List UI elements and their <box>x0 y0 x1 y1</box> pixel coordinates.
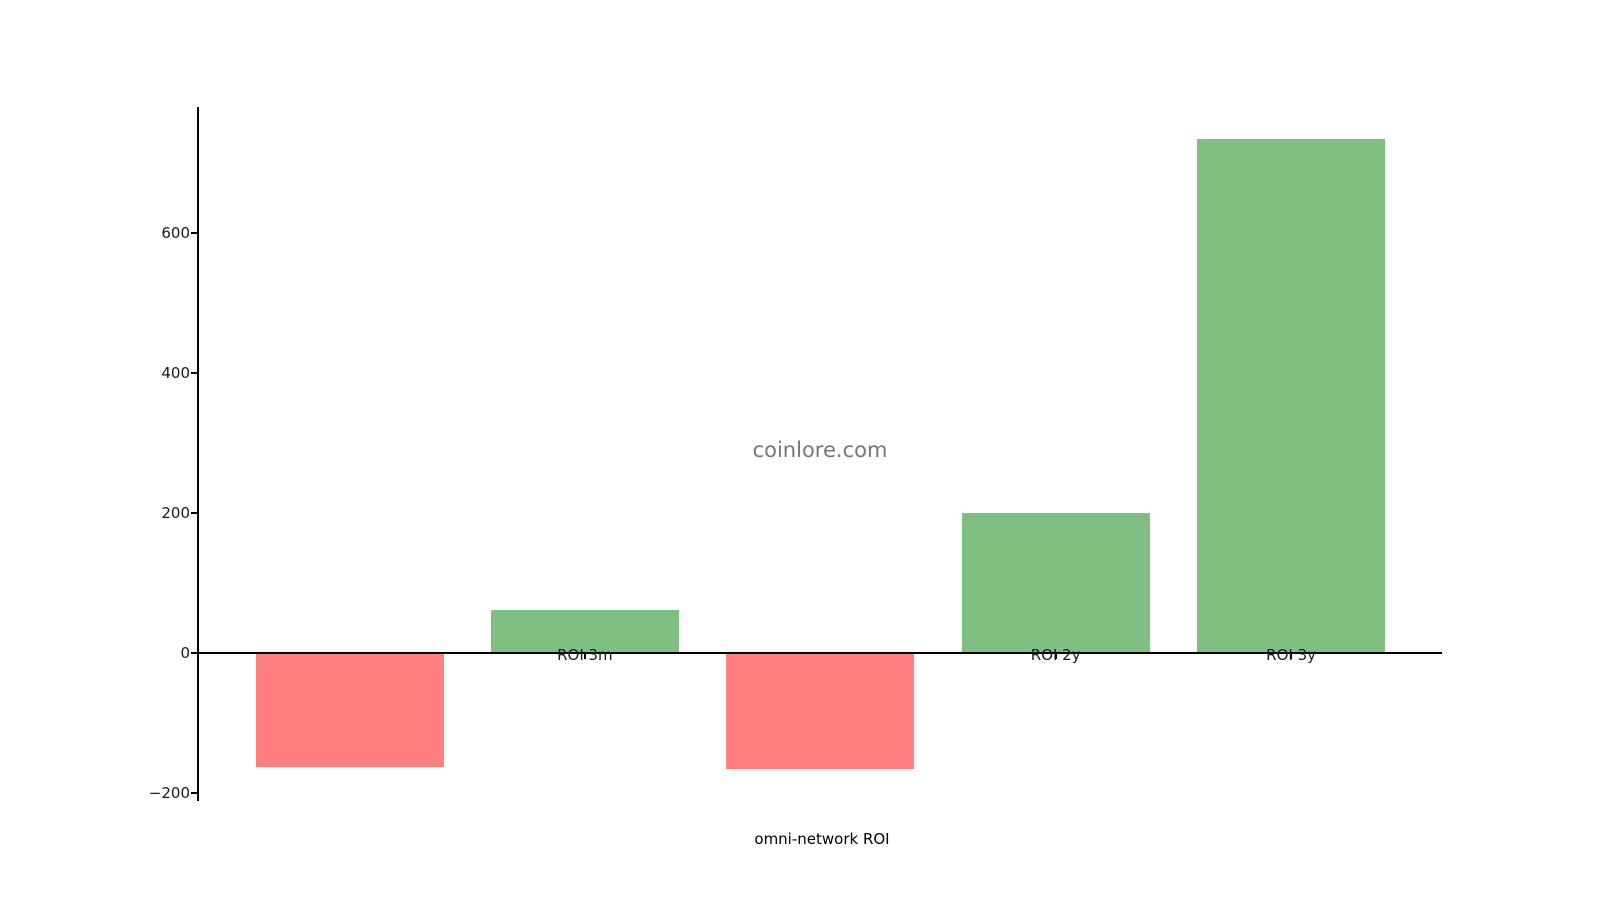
y-tick <box>191 371 197 374</box>
y-tick-label: 600 <box>161 223 190 242</box>
y-tick <box>191 511 197 514</box>
y-tick <box>191 231 197 234</box>
y-tick-label: −200 <box>148 783 190 802</box>
x-axis-line <box>197 651 1442 654</box>
watermark: coinlore.com <box>752 438 888 462</box>
bar-unlabeled-2 <box>726 652 915 769</box>
y-tick <box>191 651 197 654</box>
bar-unlabeled-0 <box>255 652 444 768</box>
y-tick <box>191 791 197 794</box>
y-tick-label: 200 <box>161 503 190 522</box>
x-tick-label: ROI 2y <box>1030 646 1081 664</box>
y-tick-label: 0 <box>180 643 190 662</box>
y-axis-spine <box>197 107 199 801</box>
bar-roi-3y <box>1197 138 1386 653</box>
x-tick <box>1290 652 1293 659</box>
x-tick <box>1054 652 1057 659</box>
x-axis-title: omni-network ROI <box>754 830 890 848</box>
bar-roi-3m <box>490 609 679 653</box>
x-tick <box>583 652 586 659</box>
x-tick-label: ROI 3y <box>1266 646 1317 664</box>
x-tick-label: ROI 3m <box>557 646 613 664</box>
bar-roi-2y <box>961 513 1150 653</box>
y-tick-label: 400 <box>161 363 190 382</box>
